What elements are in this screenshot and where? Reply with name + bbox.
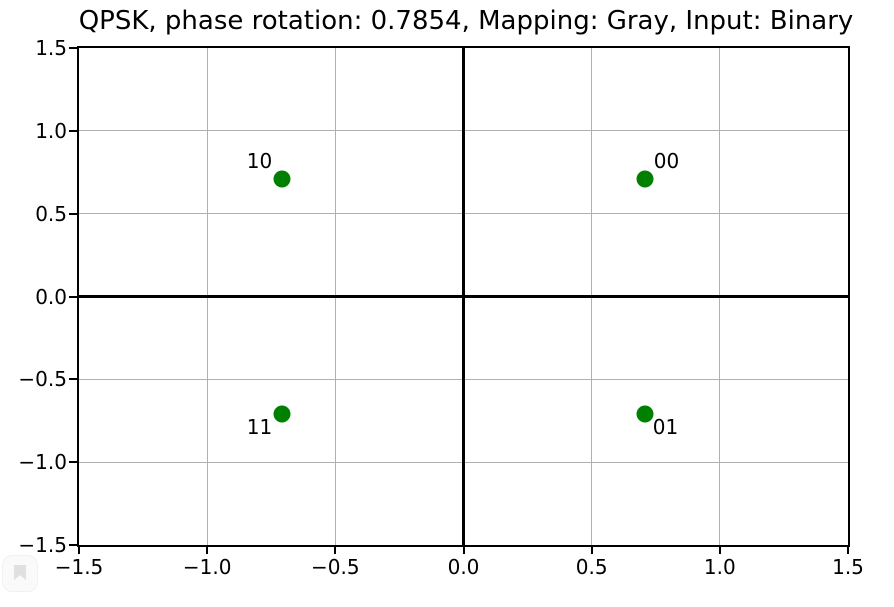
x-axis-tick xyxy=(334,547,337,554)
x-axis-tick xyxy=(462,547,465,554)
constellation-point xyxy=(636,405,654,423)
x-axis-tick xyxy=(78,547,80,554)
constellation-point xyxy=(273,405,291,423)
y-axis-tick xyxy=(69,47,77,49)
constellation-point-label: 01 xyxy=(652,414,679,439)
chart-title: QPSK, phase rotation: 0.7854, Mapping: G… xyxy=(78,6,854,36)
y-axis-tick xyxy=(69,378,77,381)
y-axis-tick-label: 1.5 xyxy=(35,36,67,60)
x-axis-tick xyxy=(206,547,209,554)
x-axis-tick xyxy=(590,547,593,554)
constellation-point-label: 10 xyxy=(246,149,273,174)
origin-horizontal-axis-line xyxy=(79,295,848,298)
y-axis-tick-label: −0.5 xyxy=(18,367,67,392)
x-axis-tick-label: −1.5 xyxy=(54,555,104,579)
constellation-point xyxy=(273,170,291,188)
x-axis-tick xyxy=(718,547,721,554)
y-axis-tick xyxy=(69,544,77,546)
x-axis-tick-label: 1.0 xyxy=(703,555,736,579)
x-axis-tick-label: 1.5 xyxy=(832,555,864,579)
y-axis-tick xyxy=(69,212,77,215)
x-axis-tick-label: 0.5 xyxy=(575,555,608,579)
x-axis-tick-label: 0.0 xyxy=(447,555,480,579)
y-axis-tick-label: −1.0 xyxy=(18,450,67,475)
y-axis-tick xyxy=(69,295,77,298)
y-axis-tick-label: 0.0 xyxy=(35,284,67,309)
bookmark-watermark[interactable] xyxy=(2,555,38,592)
y-axis-tick-label: −1.5 xyxy=(18,533,67,557)
bookmark-icon xyxy=(14,565,26,580)
y-axis-tick-label: 1.0 xyxy=(35,118,67,143)
y-axis-tick-label: 0.5 xyxy=(35,201,67,226)
constellation-point-label: 00 xyxy=(653,149,680,174)
plot-area: 10 00 11 01 xyxy=(77,46,850,547)
x-axis-tick-label: −0.5 xyxy=(311,555,360,579)
x-axis-tick-label: −1.0 xyxy=(182,555,232,579)
x-axis-tick xyxy=(847,547,849,554)
y-axis-tick xyxy=(69,129,77,132)
constellation-point xyxy=(636,170,654,188)
constellation-point-label: 11 xyxy=(246,414,273,439)
y-axis-tick xyxy=(69,461,77,464)
